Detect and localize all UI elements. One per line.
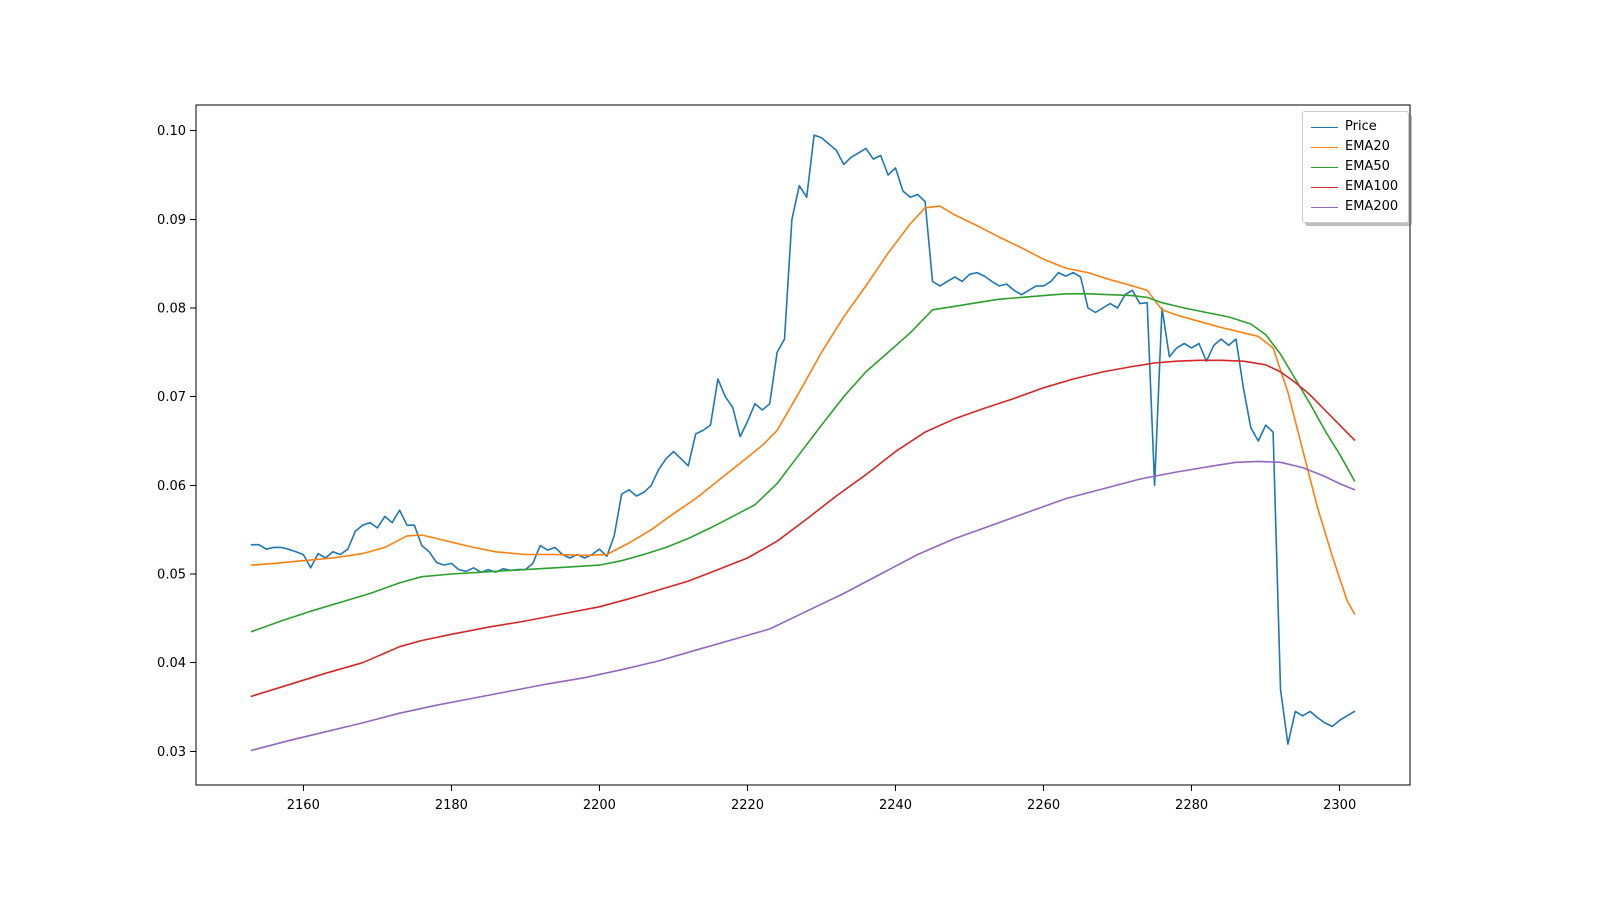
series-ema20-line — [250, 205, 1356, 615]
series-ema100-line — [250, 359, 1356, 698]
legend-label: EMA200 — [1345, 199, 1399, 214]
legend-line-swatch — [1311, 126, 1338, 128]
y-tick-label: 0.05 — [157, 568, 186, 583]
y-tick-label: 0.03 — [157, 745, 186, 760]
legend-line-swatch — [1311, 146, 1338, 148]
y-tick-label: 0.09 — [157, 213, 186, 228]
x-tick-label: 2260 — [1027, 798, 1060, 813]
y-tick-label: 0.10 — [157, 124, 186, 139]
legend-line-swatch — [1311, 166, 1338, 168]
legend-line-swatch — [1311, 206, 1338, 208]
x-tick-label: 2220 — [731, 798, 764, 813]
x-tick-label: 2300 — [1323, 798, 1356, 813]
legend-label: EMA100 — [1345, 179, 1399, 194]
legend: Price EMA20 EMA50 EMA100 EMA200 — [1302, 111, 1410, 223]
series-ema200-line — [250, 460, 1356, 752]
y-tick-label: 0.07 — [157, 390, 186, 405]
y-tick-label: 0.04 — [157, 656, 186, 671]
legend-label: EMA50 — [1345, 159, 1390, 174]
legend-line-swatch — [1311, 186, 1338, 188]
legend-item-ema200: EMA200 — [1311, 197, 1398, 217]
y-tick-label: 0.06 — [157, 479, 186, 494]
legend-label: EMA20 — [1345, 139, 1390, 154]
legend-label: Price — [1345, 119, 1377, 134]
x-tick-label: 2160 — [287, 798, 320, 813]
x-tick-label: 2180 — [435, 798, 468, 813]
legend-item-price: Price — [1311, 117, 1398, 137]
y-tick-label: 0.08 — [157, 302, 186, 317]
series-ema50-line — [250, 292, 1356, 633]
axes-frame — [195, 104, 1411, 786]
legend-item-ema100: EMA100 — [1311, 177, 1398, 197]
x-tick-label: 2200 — [583, 798, 616, 813]
x-tick-label: 2240 — [879, 798, 912, 813]
x-tick-label: 2280 — [1175, 798, 1208, 813]
legend-item-ema20: EMA20 — [1311, 137, 1398, 157]
legend-item-ema50: EMA50 — [1311, 157, 1398, 177]
series-price-line — [250, 134, 1356, 746]
